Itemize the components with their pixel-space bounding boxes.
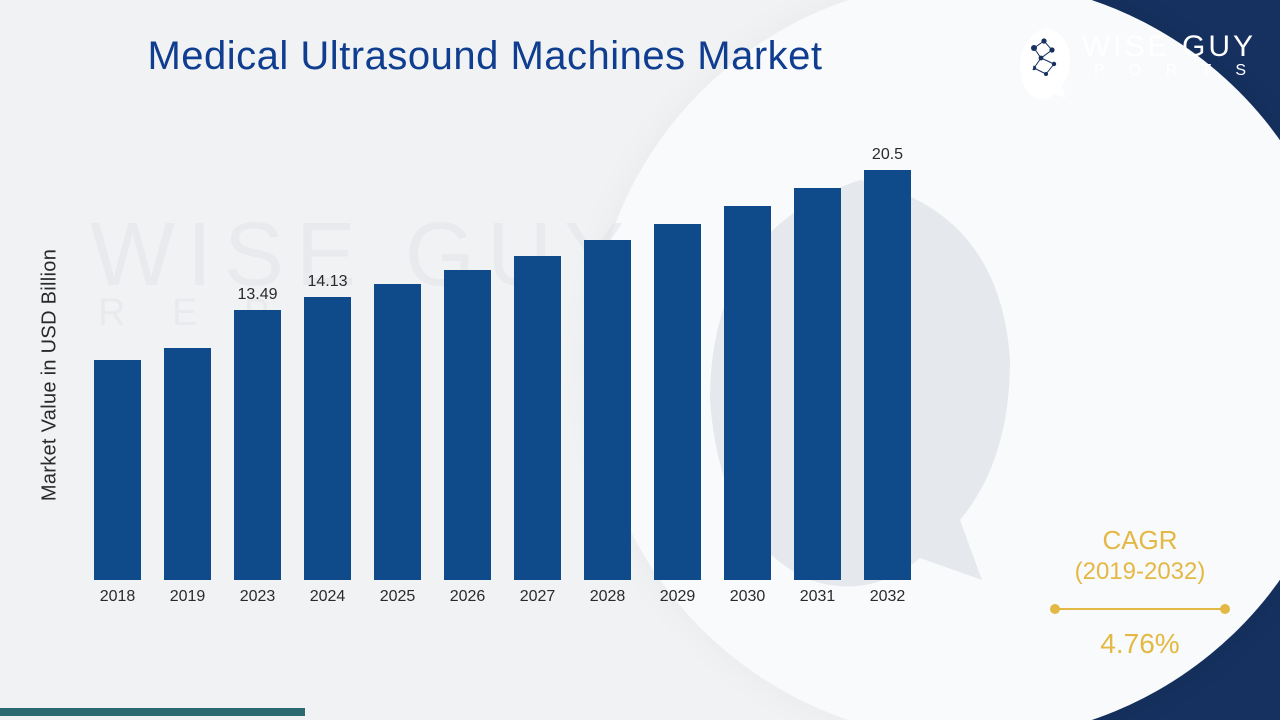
bar: [94, 360, 141, 580]
bar: [164, 348, 211, 580]
x-tick-label: 2032: [854, 588, 921, 606]
x-tick-label: 2030: [714, 588, 781, 606]
chart-area: Market Value in USD Billion 2018201913.4…: [62, 140, 932, 610]
footer-accent-bar: [0, 708, 305, 716]
brand-logo: WISE GUY R E P O R T S: [1023, 30, 1256, 80]
x-tick-label: 2019: [154, 588, 221, 606]
plot-region: 2018201913.49202314.13202420252026202720…: [94, 140, 932, 580]
cagr-divider: [1055, 604, 1225, 614]
x-tick-label: 2029: [644, 588, 711, 606]
x-tick-label: 2031: [784, 588, 851, 606]
x-tick-label: 2024: [294, 588, 361, 606]
bar: 13.49: [234, 310, 281, 580]
x-tick-label: 2023: [224, 588, 291, 606]
bar: [444, 270, 491, 580]
cagr-dot-left: [1050, 604, 1060, 614]
bar: [654, 224, 701, 580]
bar: 20.5: [864, 170, 911, 580]
logo-line-2: R E P O R T S: [1023, 62, 1256, 80]
bar: [514, 256, 561, 580]
x-tick-label: 2026: [434, 588, 501, 606]
x-tick-label: 2018: [84, 588, 151, 606]
bar: [584, 240, 631, 580]
y-axis-label: Market Value in USD Billion: [39, 249, 62, 501]
x-tick-label: 2027: [504, 588, 571, 606]
bar-value-label: 20.5: [864, 146, 911, 164]
cagr-block: CAGR (2019-2032) 4.76%: [1000, 525, 1280, 660]
main-panel: WISE GUY R E P O R T S Medical Ultrasoun…: [0, 0, 970, 720]
bar: [794, 188, 841, 580]
bar-value-label: 14.13: [304, 273, 351, 291]
bar: [374, 284, 421, 580]
cagr-dot-right: [1220, 604, 1230, 614]
x-tick-label: 2028: [574, 588, 641, 606]
chart-title: Medical Ultrasound Machines Market: [0, 34, 970, 79]
cagr-period: (2019-2032): [1000, 558, 1280, 586]
bar: 14.13: [304, 297, 351, 580]
x-tick-label: 2025: [364, 588, 431, 606]
cagr-label: CAGR: [1000, 525, 1280, 556]
bar: [724, 206, 771, 580]
chart-canvas: WISE GUY R E P O R T S CAGR (2019-2032) …: [0, 0, 1280, 720]
bar-value-label: 13.49: [234, 286, 281, 304]
logo-line-1: WISE GUY: [1023, 30, 1256, 64]
cagr-value: 4.76%: [1000, 628, 1280, 660]
